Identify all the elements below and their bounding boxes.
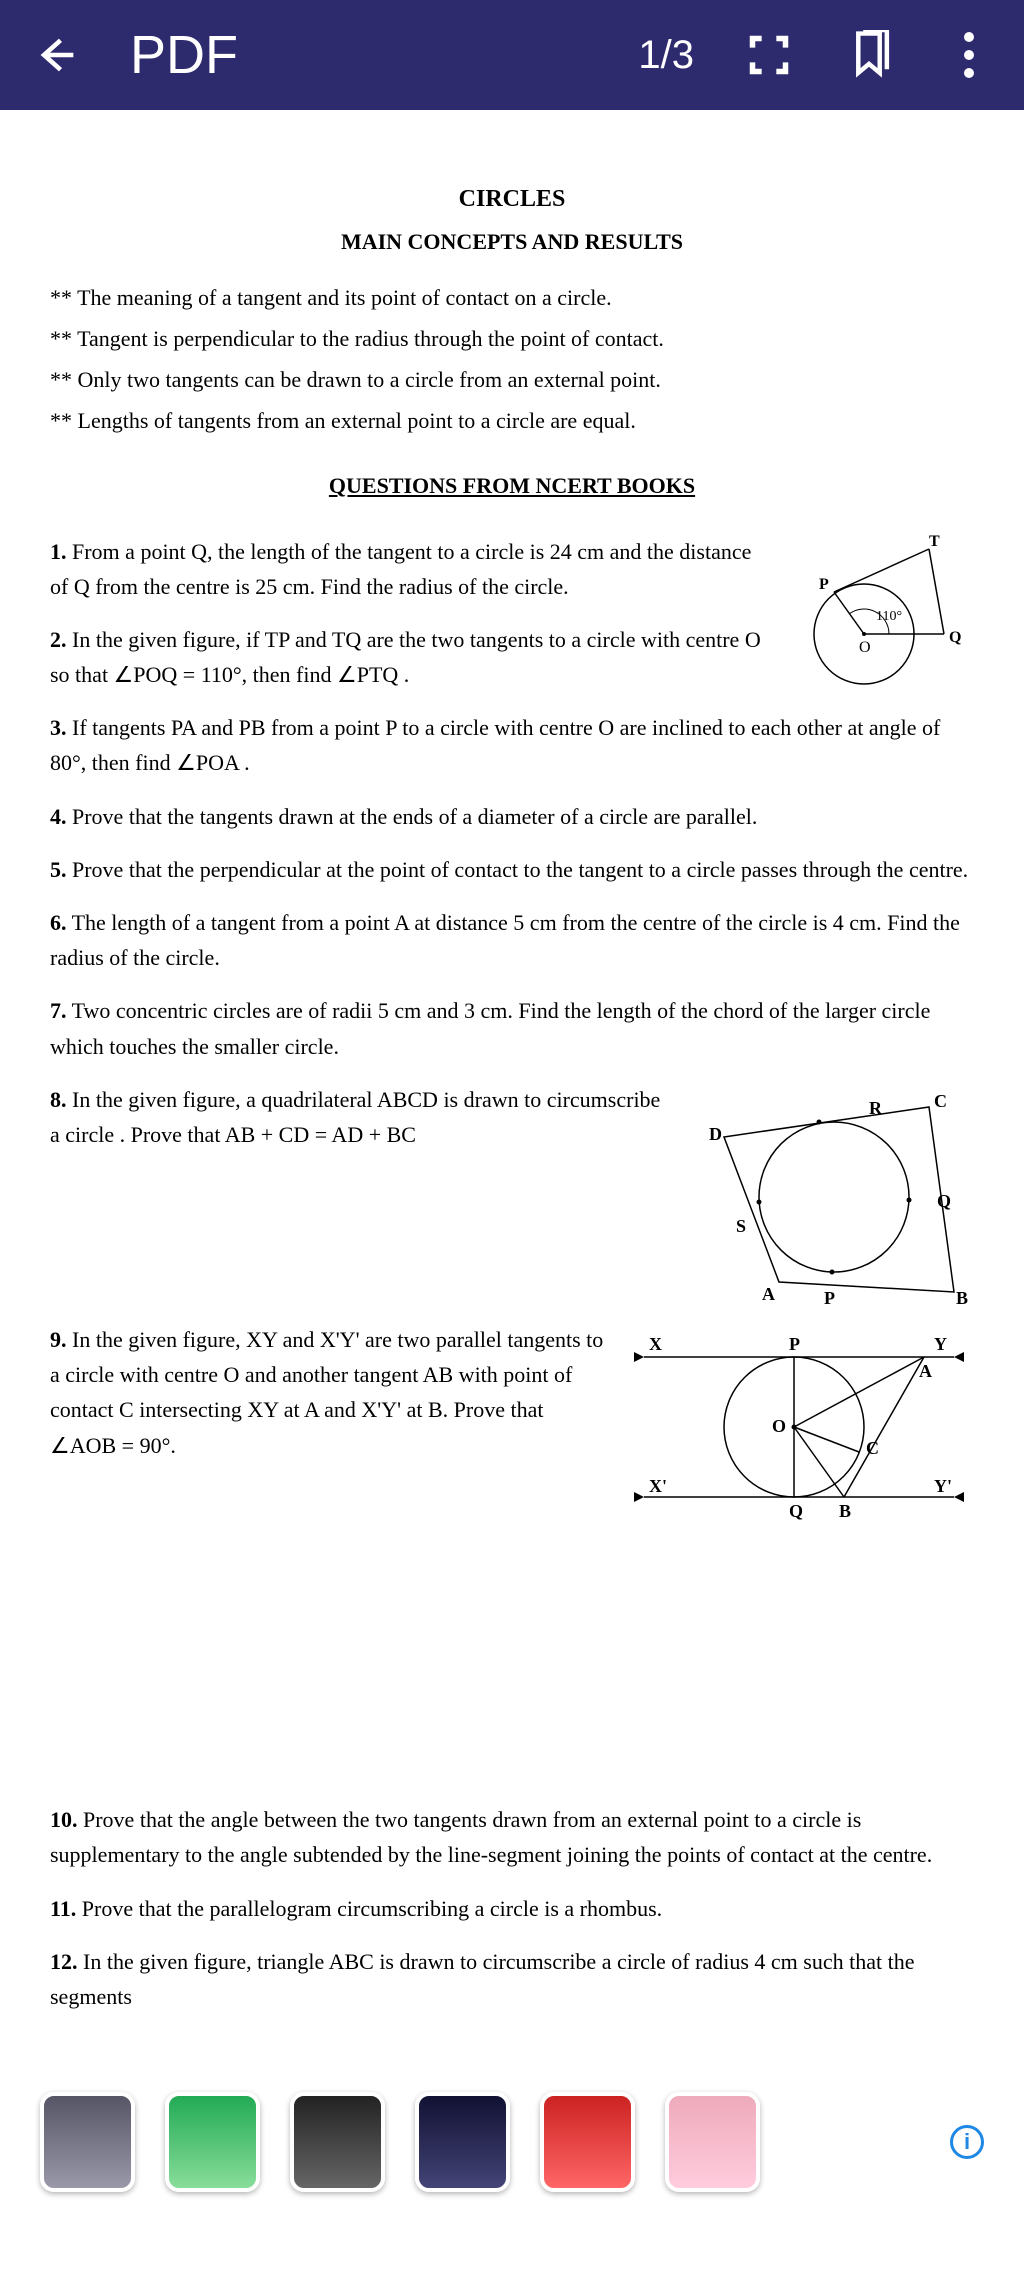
thumbnail-strip: i xyxy=(0,2082,1024,2212)
fig8-B: B xyxy=(956,1288,968,1308)
fig2-label-P: P xyxy=(819,576,829,593)
fig9-X: X xyxy=(649,1334,662,1354)
fig9-Q: Q xyxy=(789,1501,803,1521)
page-indicator: 1/3 xyxy=(638,33,694,78)
bookmark-icon[interactable] xyxy=(844,30,894,80)
thumbnail[interactable] xyxy=(540,2092,635,2192)
figure-8: D C B A R Q P S xyxy=(694,1082,974,1322)
document-page: CIRCLES MAIN CONCEPTS AND RESULTS ** The… xyxy=(0,120,1024,2072)
fig8-P: P xyxy=(824,1288,835,1308)
question-9: 9. In the given figure, XY and X'Y' are … xyxy=(50,1322,614,1463)
concept-item: ** The meaning of a tangent and its poin… xyxy=(50,280,974,315)
question-10: 10. Prove that the angle between the two… xyxy=(50,1802,974,1872)
fig2-label-O: O xyxy=(859,639,871,656)
figure-2: O Q P T 110° xyxy=(794,534,974,704)
fig9-C: C xyxy=(866,1438,879,1458)
info-icon[interactable]: i xyxy=(950,2125,984,2159)
figure-9: X Y X' Y' P Q O A B C xyxy=(634,1322,974,1542)
question-11: 11. Prove that the parallelogram circums… xyxy=(50,1891,974,1926)
q-row-1-2: 1. From a point Q, the length of the tan… xyxy=(50,534,974,711)
fig9-B: B xyxy=(839,1501,851,1521)
thumbnail[interactable] xyxy=(40,2092,135,2192)
fig9-P: P xyxy=(789,1334,800,1354)
fig8-S: S xyxy=(736,1216,746,1236)
fig2-label-angle: 110° xyxy=(876,609,902,624)
header-title: PDF xyxy=(130,24,238,86)
doc-subtitle: MAIN CONCEPTS AND RESULTS xyxy=(50,224,974,259)
page-gap xyxy=(50,1542,974,1802)
question-7: 7. Two concentric circles are of radii 5… xyxy=(50,993,974,1063)
fig9-Xp: X' xyxy=(649,1476,667,1496)
concept-item: ** Only two tangents can be drawn to a c… xyxy=(50,362,974,397)
back-button[interactable] xyxy=(30,30,80,80)
doc-title: CIRCLES xyxy=(50,180,974,218)
question-6: 6. The length of a tangent from a point … xyxy=(50,905,974,975)
fig8-Q: Q xyxy=(937,1191,951,1211)
fig9-Y: Y xyxy=(934,1334,947,1354)
fig9-O: O xyxy=(772,1416,786,1436)
concept-item: ** Lengths of tangents from an external … xyxy=(50,403,974,438)
question-3: 3. If tangents PA and PB from a point P … xyxy=(50,710,974,780)
fig8-D: D xyxy=(709,1124,722,1144)
thumbnail[interactable] xyxy=(165,2092,260,2192)
thumbnail[interactable] xyxy=(665,2092,760,2192)
fig2-label-T: T xyxy=(929,534,940,550)
question-8: 8. In the given figure, a quadrilateral … xyxy=(50,1082,674,1152)
question-12: 12. In the given figure, triangle ABC is… xyxy=(50,1944,974,2014)
question-5: 5. Prove that the perpendicular at the p… xyxy=(50,852,974,887)
fig9-Yp: Y' xyxy=(934,1476,952,1496)
fig8-A: A xyxy=(762,1284,775,1304)
fig2-label-Q: Q xyxy=(949,629,961,646)
question-1: 1. From a point Q, the length of the tan… xyxy=(50,534,774,604)
question-4: 4. Prove that the tangents drawn at the … xyxy=(50,799,974,834)
section-title: QUESTIONS FROM NCERT BOOKS xyxy=(50,468,974,503)
fullscreen-icon[interactable] xyxy=(744,30,794,80)
thumbnail[interactable] xyxy=(415,2092,510,2192)
fig8-C: C xyxy=(934,1091,947,1111)
more-menu-icon[interactable] xyxy=(944,30,994,80)
thumbnail[interactable] xyxy=(290,2092,385,2192)
fig9-A: A xyxy=(919,1361,932,1381)
fig8-R: R xyxy=(869,1098,883,1118)
q-row-8: 8. In the given figure, a quadrilateral … xyxy=(50,1082,974,1322)
app-header: PDF 1/3 xyxy=(0,0,1024,110)
concept-item: ** Tangent is perpendicular to the radiu… xyxy=(50,321,974,356)
question-2: 2. In the given figure, if TP and TQ are… xyxy=(50,622,774,692)
q-row-9: 9. In the given figure, XY and X'Y' are … xyxy=(50,1322,974,1542)
